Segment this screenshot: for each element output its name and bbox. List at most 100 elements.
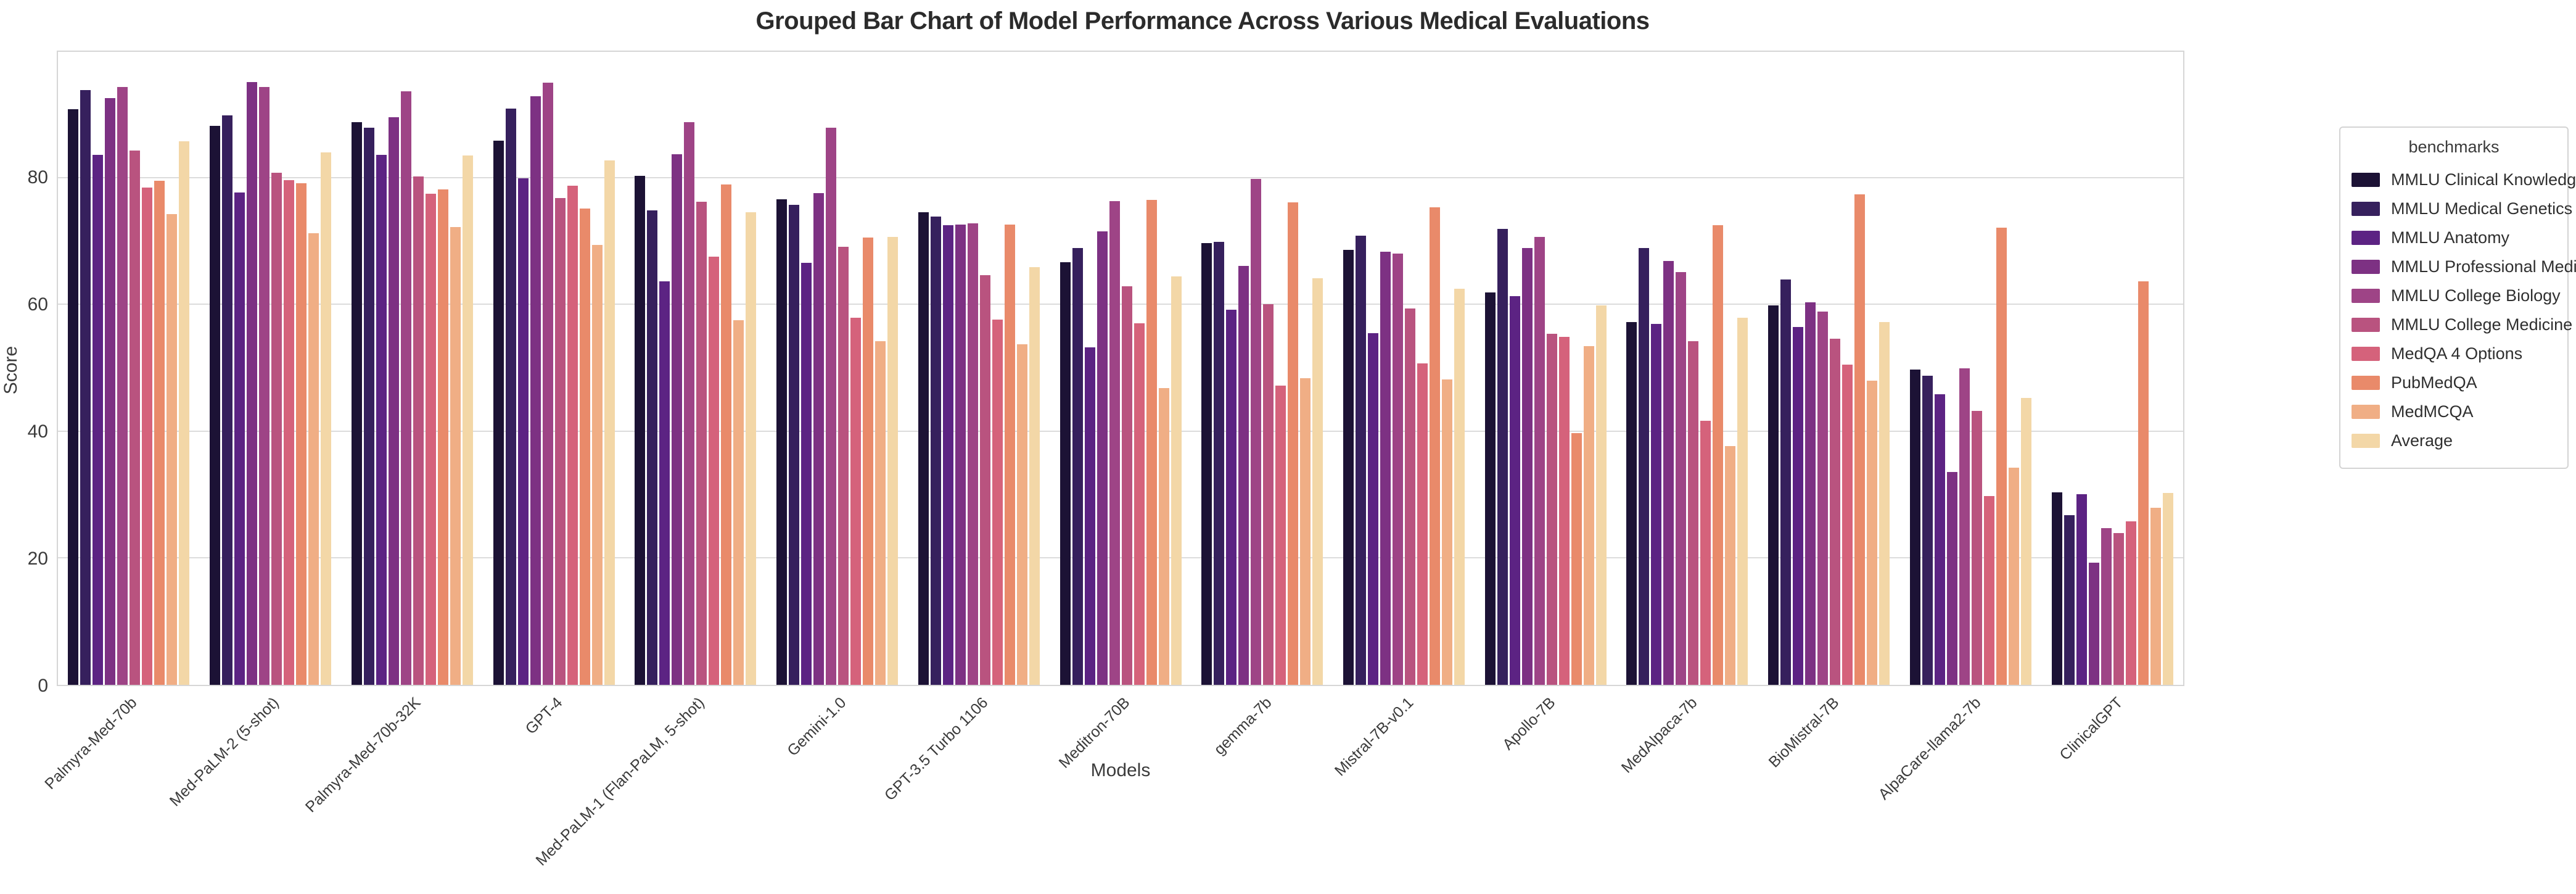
bar <box>813 192 825 685</box>
bar-group <box>1191 52 1333 685</box>
legend-label: PubMedQA <box>2391 373 2477 392</box>
bar <box>967 223 978 685</box>
bar <box>2088 562 2099 685</box>
bar <box>733 320 744 685</box>
bar <box>647 210 658 685</box>
bar <box>746 212 757 685</box>
legend-swatch <box>2352 202 2380 216</box>
bar <box>979 275 990 685</box>
bar <box>296 183 307 685</box>
bar <box>308 233 319 685</box>
bar-group <box>2041 52 2183 685</box>
bar <box>462 155 473 685</box>
bar <box>247 82 258 685</box>
bar <box>2150 507 2161 685</box>
bar <box>684 122 695 685</box>
bar <box>1497 229 1508 685</box>
gridline <box>58 177 2183 179</box>
legend-label: MMLU Professional Medicine <box>2391 257 2576 276</box>
legend-label: MMLU Medical Genetics <box>2391 199 2573 218</box>
plot-area <box>57 51 2184 686</box>
y-tick-label: 80 <box>27 167 48 188</box>
bar <box>887 236 899 685</box>
bar <box>1934 394 1945 685</box>
bar <box>1922 376 1933 685</box>
legend-swatch <box>2352 289 2380 303</box>
bar <box>363 128 374 685</box>
bar <box>1509 296 1520 685</box>
bar <box>1404 308 1415 685</box>
bar <box>567 185 578 685</box>
bar <box>1700 421 1711 685</box>
bar <box>1909 370 1920 685</box>
bar <box>1288 202 1299 685</box>
bar <box>1959 368 1970 685</box>
bar <box>1595 305 1607 685</box>
bar-group <box>908 52 1050 685</box>
bar <box>1097 231 1108 685</box>
bar <box>1983 496 1994 685</box>
gridline <box>58 557 2183 558</box>
bar <box>1842 364 1853 685</box>
bar <box>591 244 603 685</box>
bar <box>1484 292 1496 685</box>
bar <box>1663 260 1674 685</box>
bar <box>1226 309 1237 685</box>
legend-label: MMLU College Medicine <box>2391 315 2573 334</box>
bar <box>1263 304 1274 685</box>
bar <box>68 109 79 685</box>
bar <box>826 128 837 685</box>
legend-label: Average <box>2391 431 2453 450</box>
legend-title: benchmarks <box>2408 138 2500 156</box>
bar <box>376 155 387 685</box>
bar <box>222 115 233 685</box>
bar <box>1201 242 1212 685</box>
bar <box>1583 346 1594 685</box>
bar <box>450 227 461 685</box>
bar <box>1084 347 1095 685</box>
bar <box>1534 236 1545 685</box>
bar <box>284 180 295 685</box>
bar <box>696 202 707 685</box>
bar <box>259 87 270 685</box>
bar <box>179 141 190 685</box>
bar <box>1817 311 1829 685</box>
bar <box>1429 207 1440 685</box>
bar <box>1016 344 1027 685</box>
bar <box>1158 387 1169 685</box>
bar <box>1029 267 1040 685</box>
bar-group <box>483 52 625 685</box>
bar <box>1343 250 1354 685</box>
legend-swatch <box>2352 405 2380 419</box>
legend-item: MMLU Professional Medicine <box>2352 252 2576 281</box>
legend: benchmarks MMLU Clinical Knowledge MMLU M… <box>2339 126 2576 469</box>
bar <box>210 126 221 685</box>
bar <box>130 151 141 685</box>
bar <box>142 187 153 685</box>
bar <box>1805 302 1816 685</box>
bar <box>579 209 590 685</box>
bar-group <box>341 52 483 685</box>
bar <box>942 225 953 685</box>
bar <box>271 172 282 685</box>
bar <box>1380 252 1391 685</box>
legend-label: MMLU College Biology <box>2391 286 2561 305</box>
chart-figure: Grouped Bar Chart of Model Performance A… <box>1 7 2576 869</box>
bar <box>2113 532 2124 685</box>
bar <box>1004 225 1015 685</box>
bar <box>1867 380 1878 685</box>
bar <box>1626 322 1637 685</box>
gridline <box>58 304 2183 305</box>
legend-swatch <box>2352 318 2380 332</box>
bar <box>1676 272 1687 685</box>
bar <box>1996 228 2007 685</box>
legend-item: Average <box>2352 426 2556 455</box>
legend-items: MMLU Clinical Knowledge MMLU Medical Gene… <box>2352 165 2576 455</box>
bar <box>918 212 929 685</box>
bar <box>542 83 553 685</box>
x-axis-label: Models <box>1090 760 1151 780</box>
bar <box>930 216 941 685</box>
bar <box>1109 201 1120 685</box>
bar <box>2101 528 2112 685</box>
bar <box>955 225 966 685</box>
